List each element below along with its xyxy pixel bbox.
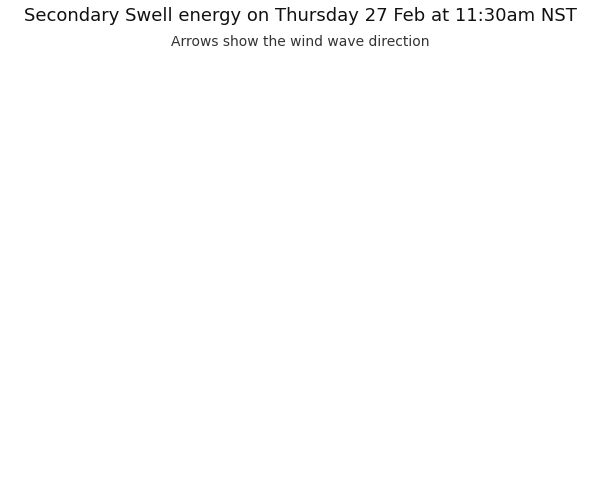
Text: cartopy required: cartopy required [219,261,382,280]
Text: Secondary Swell energy on Thursday 27 Feb at 11:30am NST: Secondary Swell energy on Thursday 27 Fe… [24,7,577,25]
Text: Arrows show the wind wave direction: Arrows show the wind wave direction [171,35,430,49]
